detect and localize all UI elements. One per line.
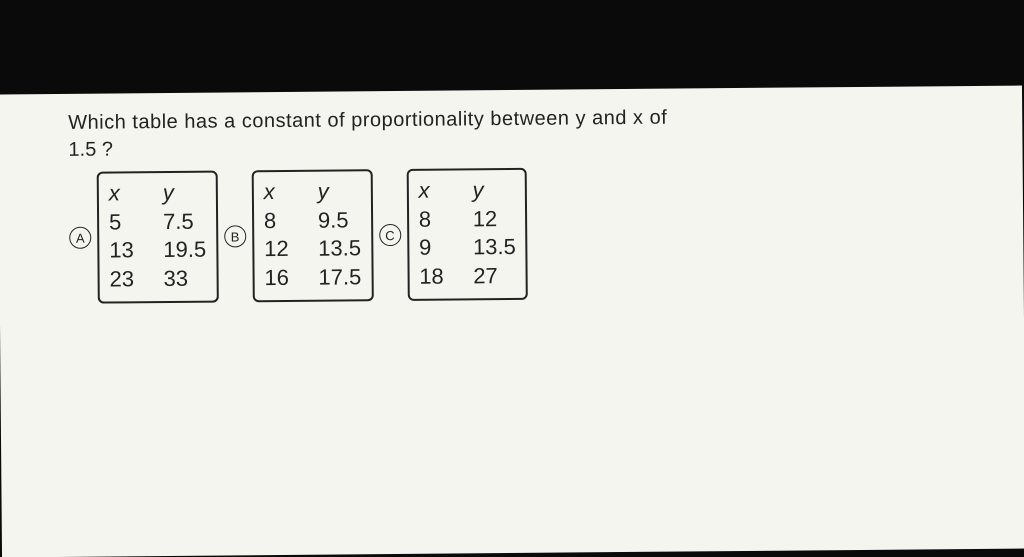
option-label-b: B	[224, 226, 246, 248]
cell-y: 17.5	[318, 263, 361, 292]
cell-y: 19.5	[163, 236, 206, 265]
table-b: x y 8 9.5 12 13.5 16 17.5	[251, 169, 373, 302]
table-row: 23 33	[109, 264, 206, 293]
cell-x: 16	[264, 264, 300, 293]
table-row: 12 13.5	[264, 235, 361, 264]
cell-y: 13.5	[318, 235, 361, 264]
cell-x: 5	[109, 208, 145, 237]
table-row: 18 27	[419, 262, 516, 291]
table-row: 5 7.5	[109, 207, 206, 236]
cell-x: 18	[419, 262, 455, 291]
cell-x: 12	[264, 235, 300, 264]
cell-x: 8	[419, 205, 455, 234]
table-b-header: x y	[264, 177, 361, 206]
cell-x: 9	[419, 234, 455, 263]
tables-row: A x y 5 7.5 13 19.5 23 33 B x y	[69, 164, 954, 304]
table-b-header-x: x	[264, 178, 300, 207]
cell-y: 12	[473, 205, 509, 234]
question-line2: 1.5 ?	[68, 131, 952, 162]
table-row: 8 9.5	[264, 206, 361, 235]
cell-y: 33	[163, 265, 199, 294]
table-row: 9 13.5	[419, 233, 516, 262]
cell-y: 13.5	[473, 233, 516, 262]
option-label-a: A	[69, 227, 91, 249]
table-c-header-y: y	[472, 176, 508, 205]
table-c-header: x y	[418, 176, 515, 205]
cell-x: 8	[264, 206, 300, 235]
option-label-c: C	[379, 224, 401, 246]
table-a-header-x: x	[109, 179, 145, 208]
table-b-header-y: y	[318, 177, 354, 206]
cell-y: 9.5	[318, 206, 354, 235]
cell-x: 23	[109, 265, 145, 294]
table-a-header-y: y	[163, 179, 199, 208]
table-row: 8 12	[419, 205, 516, 234]
paper-sheet: Which table has a constant of proportion…	[0, 86, 1024, 557]
cell-y: 27	[473, 262, 509, 291]
cell-y: 7.5	[163, 207, 199, 236]
cell-x: 13	[109, 236, 145, 265]
table-row: 13 19.5	[109, 236, 206, 265]
table-row: 16 17.5	[264, 263, 361, 292]
question-line1: Which table has a constant of proportion…	[68, 104, 952, 135]
table-a-header: x y	[109, 179, 206, 208]
table-c-header-x: x	[418, 176, 454, 205]
table-c: x y 8 12 9 13.5 18 27	[406, 168, 528, 301]
table-a: x y 5 7.5 13 19.5 23 33	[97, 171, 219, 304]
